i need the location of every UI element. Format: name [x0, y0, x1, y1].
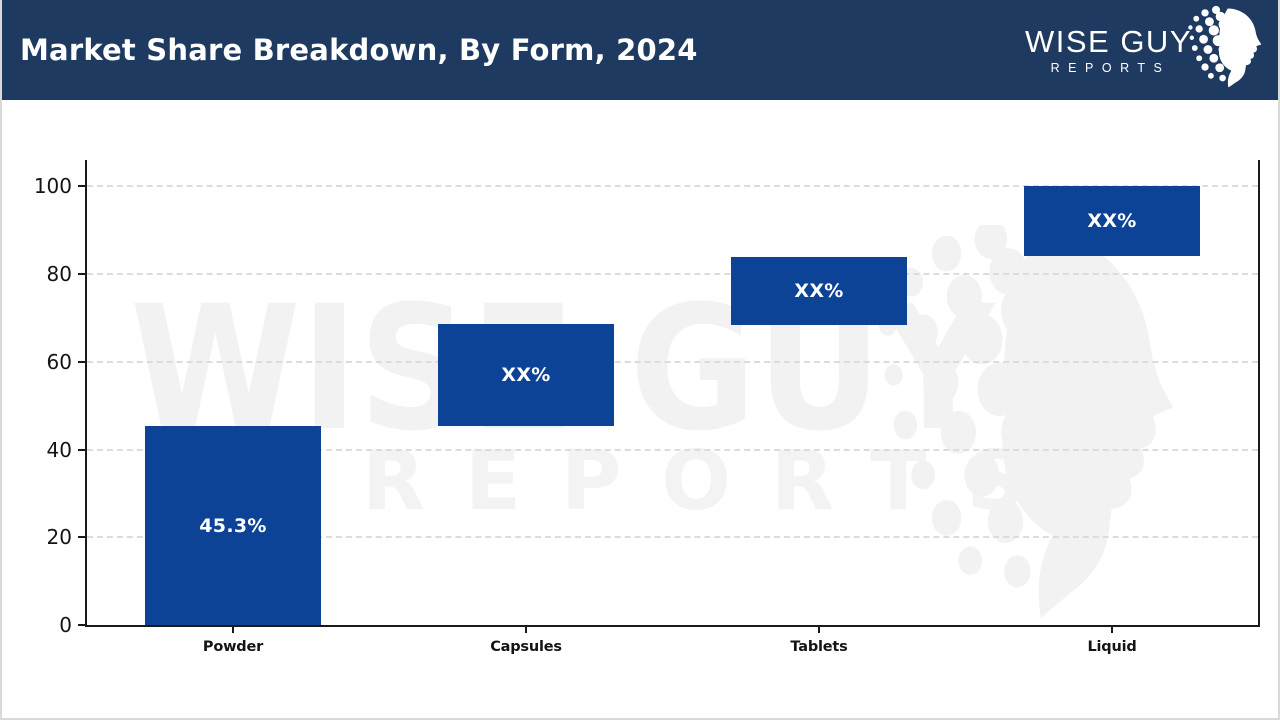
x-tick-mark: [1111, 627, 1113, 633]
y-tick-mark: [78, 536, 87, 538]
gridline: [87, 273, 1258, 275]
bar-tablets: XX%: [731, 257, 907, 325]
x-axis-line: [85, 625, 1260, 627]
gridline: [87, 536, 1258, 538]
bar-capsules: XX%: [438, 324, 614, 426]
y-tick-label: 20: [46, 525, 72, 549]
y-tick-mark: [78, 624, 87, 626]
right-spine: [1258, 160, 1260, 627]
x-axis-label-powder: Powder: [202, 639, 264, 655]
y-tick-mark: [78, 185, 87, 187]
gridline: [87, 185, 1258, 187]
y-tick-label: 60: [46, 350, 72, 374]
logo-name: WISE GUY: [1024, 23, 1192, 59]
y-tick-label: 0: [59, 613, 72, 637]
watermark-head-icon: [870, 219, 1200, 629]
bar-value-label: XX%: [1087, 210, 1137, 232]
y-tick-mark: [78, 449, 87, 451]
gridline: [87, 361, 1258, 363]
x-tick-mark: [232, 627, 234, 633]
bar-value-label: XX%: [794, 280, 844, 302]
bar-liquid: XX%: [1024, 186, 1200, 256]
bar-powder: 45.3%: [145, 426, 321, 625]
logo-text: WISE GUY REPORTS: [1025, 26, 1192, 75]
page-title: Market Share Breakdown, By Form, 2024: [20, 33, 698, 67]
y-tick-mark: [78, 361, 87, 363]
x-axis-label-capsules: Capsules: [490, 639, 562, 655]
header: Market Share Breakdown, By Form, 2024 WI…: [2, 0, 1278, 100]
bar-value-label: 45.3%: [199, 514, 267, 537]
gridline: [87, 449, 1258, 451]
dotted-head-icon: [1186, 5, 1268, 95]
y-axis-line: [85, 160, 87, 627]
x-axis-label-tablets: Tablets: [790, 639, 848, 655]
x-axis-label-liquid: Liquid: [1087, 639, 1137, 655]
y-tick-label: 80: [46, 262, 72, 286]
x-tick-mark: [525, 627, 527, 633]
bar-value-label: XX%: [501, 364, 551, 386]
x-tick-mark: [818, 627, 820, 633]
y-tick-label: 40: [46, 438, 72, 462]
y-tick-label: 100: [33, 174, 72, 198]
wiseguy-logo: WISE GUY REPORTS: [1025, 5, 1268, 95]
y-tick-mark: [78, 273, 87, 275]
logo-subtitle: REPORTS: [1050, 60, 1171, 75]
chart-canvas: WISE GUY REPORTS 0 20 40 60 80 100 45.3% Powder…: [2, 100, 1278, 718]
